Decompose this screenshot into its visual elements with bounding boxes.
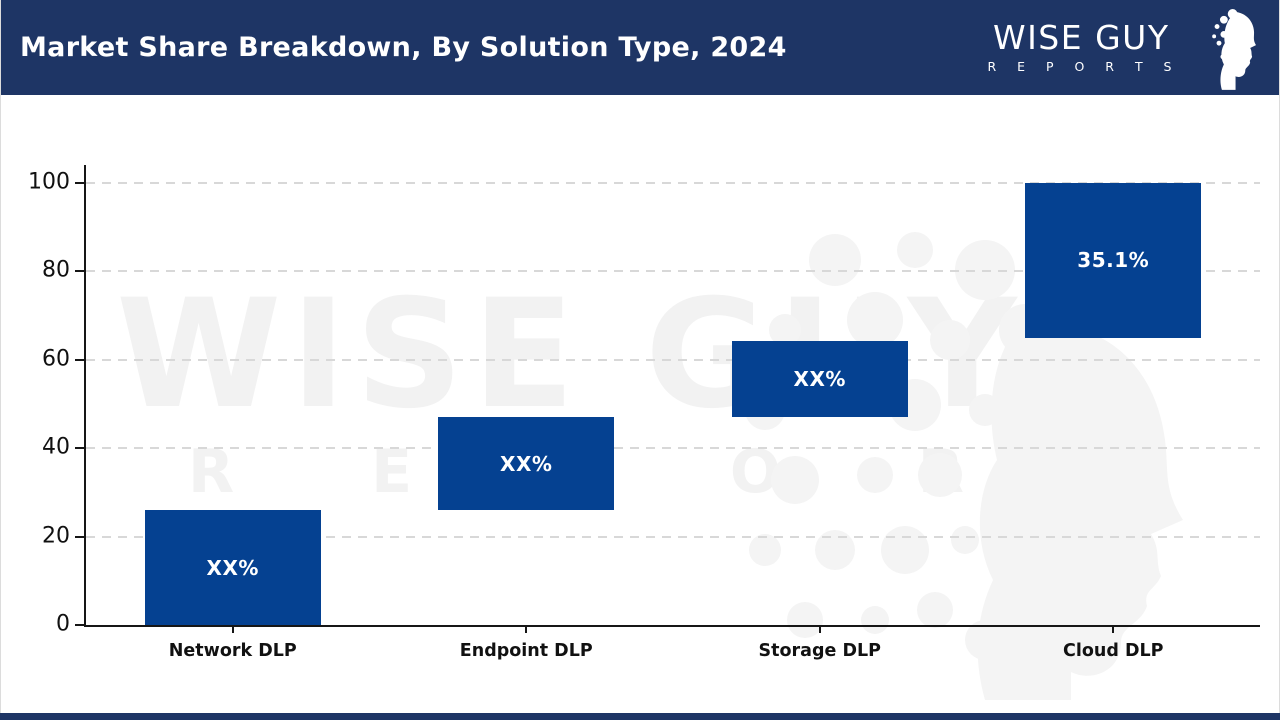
y-tick-label-60: 60 — [42, 346, 70, 372]
brand-subtitle: R E P O R T S — [987, 59, 1180, 74]
y-tick-mark-100 — [75, 181, 84, 184]
y-tick-label-0: 0 — [56, 611, 70, 637]
x-tick-label-1: Network DLP — [168, 641, 297, 661]
x-tick-label-2: Endpoint DLP — [459, 641, 593, 661]
y-tick-mark-60 — [75, 358, 84, 361]
gridline-y-20 — [86, 535, 1260, 538]
gridline-y-60 — [86, 358, 1260, 361]
bar-network-dlp: XX% — [144, 510, 321, 625]
bar-value-label: XX% — [500, 451, 553, 476]
y-tick-mark-20 — [75, 535, 84, 538]
bar-value-label: XX% — [206, 555, 259, 580]
plot-area: 0 20 40 60 80 100 XX% Network DLP XX% Endpoint DL… — [28, 165, 1260, 661]
brand-face-icon — [1212, 8, 1256, 90]
y-tick-mark-40 — [75, 447, 84, 450]
gridline-y-40 — [86, 447, 1260, 450]
brand-text: WISE GUY R E P O R T S — [982, 21, 1180, 74]
x-tick-mark-4 — [1112, 625, 1115, 633]
page-title: Market Share Breakdown, By Solution Type… — [20, 32, 787, 63]
bar-cloud-dlp: 35.1% — [1025, 182, 1202, 338]
brand-logo: WISE GUY R E P O R T S — [982, 6, 1256, 90]
bar-storage-dlp: XX% — [731, 340, 908, 418]
y-axis-line — [84, 165, 86, 627]
bar-endpoint-dlp: XX% — [438, 417, 615, 510]
x-axis-line — [84, 625, 1260, 627]
bar-value-label: XX% — [793, 366, 846, 391]
x-tick-mark-2 — [525, 625, 528, 633]
x-tick-mark-1 — [231, 625, 234, 633]
x-tick-label-4: Cloud DLP — [1063, 641, 1164, 661]
y-tick-label-80: 80 — [42, 257, 70, 283]
bar-value-label: 35.1% — [1077, 248, 1150, 273]
y-tick-label-100: 100 — [28, 169, 70, 195]
gridline-y-100 — [86, 181, 1260, 184]
x-tick-label-3: Storage DLP — [758, 641, 881, 661]
y-tick-label-20: 20 — [42, 523, 70, 549]
x-tick-mark-3 — [818, 625, 821, 633]
header-bar: Market Share Breakdown, By Solution Type… — [0, 0, 1280, 95]
gridline-y-80 — [86, 270, 1260, 273]
y-tick-mark-80 — [75, 270, 84, 273]
brand-name: WISE GUY — [992, 18, 1170, 57]
y-tick-label-40: 40 — [42, 434, 70, 460]
footer-bar — [0, 713, 1280, 720]
y-tick-mark-0 — [75, 624, 84, 626]
